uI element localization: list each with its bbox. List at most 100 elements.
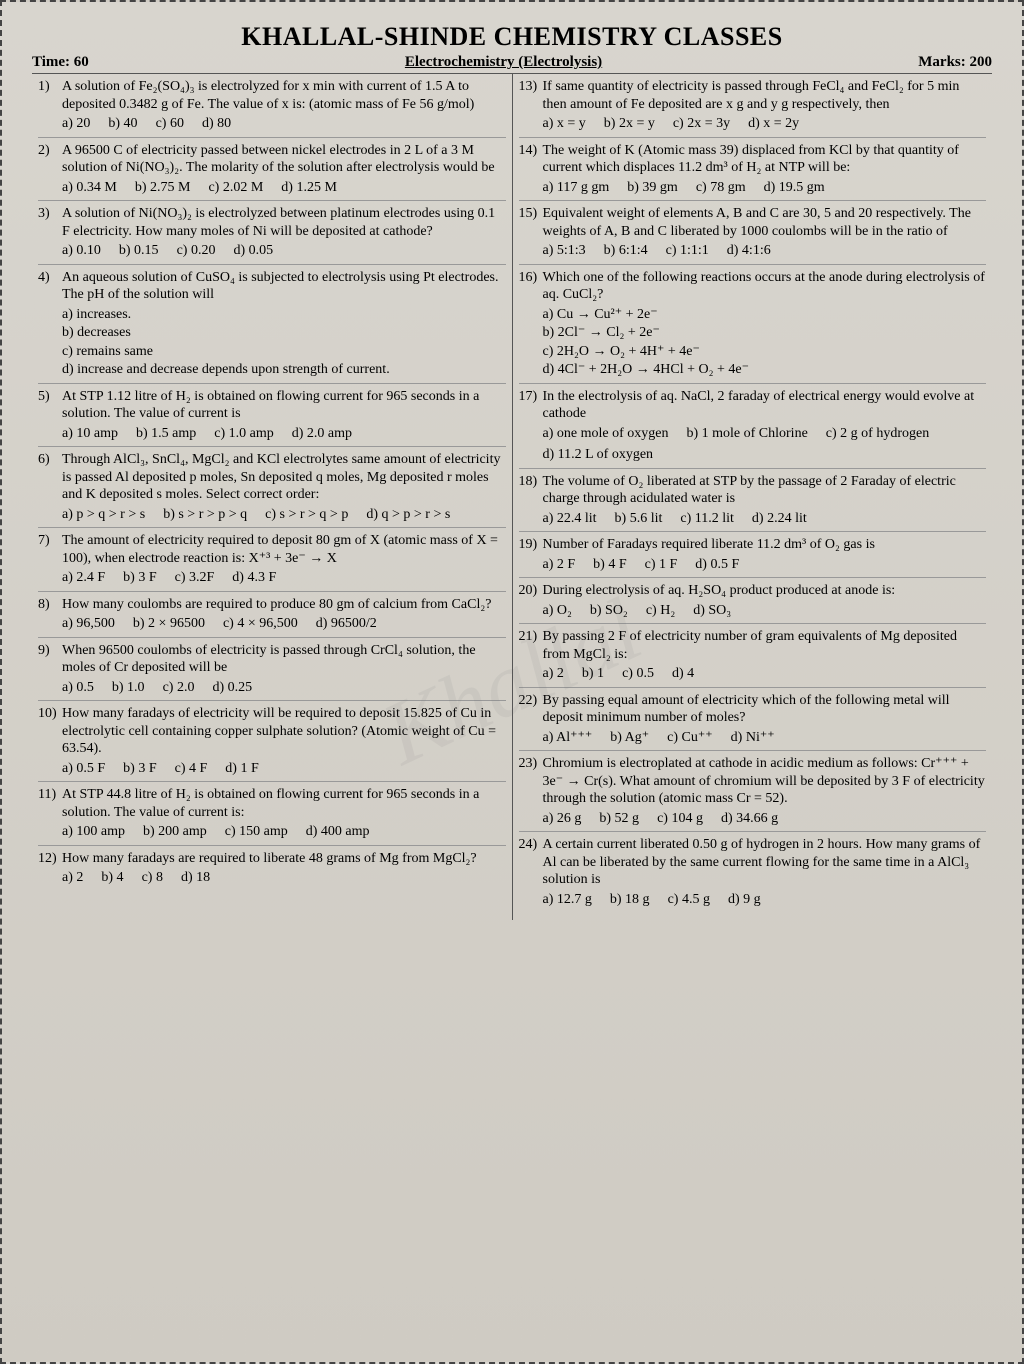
question-number: 5) bbox=[38, 388, 62, 443]
question-number: 6) bbox=[38, 451, 62, 523]
page-title: KHALLAL-SHINDE CHEMISTRY CLASSES bbox=[32, 22, 992, 52]
question: 8)How many coulombs are required to prod… bbox=[38, 596, 506, 638]
option: c) H₂ bbox=[646, 602, 675, 620]
options: a) 22.4 litb) 5.6 litc) 11.2 litd) 2.24 … bbox=[543, 510, 987, 528]
option: a) 10 amp bbox=[62, 425, 118, 443]
question-text: A 96500 C of electricity passed between … bbox=[62, 142, 506, 177]
option: b) 3 F bbox=[123, 569, 156, 587]
options: a) 12.7 gb) 18 gc) 4.5 gd) 9 g bbox=[543, 891, 987, 909]
question-body: At STP 1.12 litre of H₂ is obtained on f… bbox=[62, 388, 506, 443]
option: a) 26 g bbox=[543, 810, 582, 828]
option: a) 100 amp bbox=[62, 823, 125, 841]
question-text: By passing 2 F of electricity number of … bbox=[543, 628, 987, 663]
question: 13)If same quantity of electricity is pa… bbox=[519, 78, 987, 138]
option: d) 0.05 bbox=[233, 242, 273, 260]
options: a) p > q > r > sb) s > r > p > qc) s > r… bbox=[62, 506, 506, 524]
options: a) 0.10b) 0.15c) 0.20d) 0.05 bbox=[62, 242, 506, 260]
option: b) s > r > p > q bbox=[163, 506, 247, 524]
question-text: A certain current liberated 0.50 g of hy… bbox=[543, 836, 987, 889]
question-body: By passing 2 F of electricity number of … bbox=[543, 628, 987, 683]
question: 9)When 96500 coulombs of electricity is … bbox=[38, 642, 506, 702]
options: a) 26 gb) 52 gc) 104 gd) 34.66 g bbox=[543, 810, 987, 828]
option: c) 104 g bbox=[657, 810, 703, 828]
options: a) 0.5 Fb) 3 Fc) 4 Fd) 1 F bbox=[62, 760, 506, 778]
option: c) 2x = 3y bbox=[673, 115, 730, 133]
question-number: 3) bbox=[38, 205, 62, 260]
question: 6)Through AlCl₃, SnCl₄, MgCl₂ and KCl el… bbox=[38, 451, 506, 528]
question-body: How many coulombs are required to produc… bbox=[62, 596, 506, 633]
option: d) 18 bbox=[181, 869, 210, 887]
question-body: At STP 44.8 litre of H₂ is obtained on f… bbox=[62, 786, 506, 841]
question-body: How many faradays of electricity will be… bbox=[62, 705, 506, 777]
question-body: A solution of Fe₂(SO₄)₃ is electrolyzed … bbox=[62, 78, 506, 133]
option: a) increases. bbox=[62, 306, 506, 324]
question: 5)At STP 1.12 litre of H₂ is obtained on… bbox=[38, 388, 506, 448]
options: a) 96,500b) 2 × 96500c) 4 × 96,500d) 965… bbox=[62, 615, 506, 633]
question-text: In the electrolysis of aq. NaCl, 2 farad… bbox=[543, 388, 987, 423]
option: c) 150 amp bbox=[225, 823, 288, 841]
question-body: Chromium is electroplated at cathode in … bbox=[543, 755, 987, 827]
question-body: Equivalent weight of elements A, B and C… bbox=[543, 205, 987, 260]
question-text: The weight of K (Atomic mass 39) displac… bbox=[543, 142, 987, 177]
option: b) 1.0 bbox=[112, 679, 145, 697]
option: b) Ag⁺ bbox=[610, 729, 649, 747]
option: b) 6:1:4 bbox=[604, 242, 648, 260]
question-body: The weight of K (Atomic mass 39) displac… bbox=[543, 142, 987, 197]
option: d) 4.3 F bbox=[232, 569, 276, 587]
options: a) Cu → Cu²⁺ + 2e⁻b) 2Cl⁻ → Cl₂ + 2e⁻c) … bbox=[543, 306, 987, 379]
question-number: 15) bbox=[519, 205, 543, 260]
options: a) 117 g gmb) 39 gmc) 78 gmd) 19.5 gm bbox=[543, 179, 987, 197]
option: a) 2 bbox=[62, 869, 83, 887]
option: c) 1 F bbox=[645, 556, 678, 574]
question: 15)Equivalent weight of elements A, B an… bbox=[519, 205, 987, 265]
question: 11)At STP 44.8 litre of H₂ is obtained o… bbox=[38, 786, 506, 846]
option: c) 2.0 bbox=[163, 679, 195, 697]
option: c) 1.0 amp bbox=[214, 425, 273, 443]
option: a) O₂ bbox=[543, 602, 572, 620]
question: 1)A solution of Fe₂(SO₄)₃ is electrolyze… bbox=[38, 78, 506, 138]
question-number: 8) bbox=[38, 596, 62, 633]
option: c) 4 × 96,500 bbox=[223, 615, 298, 633]
question-text: If same quantity of electricity is passe… bbox=[543, 78, 987, 113]
question-text: How many faradays are required to libera… bbox=[62, 850, 506, 868]
option: d) 19.5 gm bbox=[764, 179, 825, 197]
option: d) SO₃ bbox=[693, 602, 731, 620]
option: a) 117 g gm bbox=[543, 179, 610, 197]
option: d) 1.25 M bbox=[281, 179, 337, 197]
option: a) 0.5 bbox=[62, 679, 94, 697]
option: c) 4 F bbox=[175, 760, 208, 778]
question-number: 9) bbox=[38, 642, 62, 697]
option: b) 40 bbox=[108, 115, 137, 133]
question: 12)How many faradays are required to lib… bbox=[38, 850, 506, 891]
option: b) 39 gm bbox=[627, 179, 678, 197]
question-body: A 96500 C of electricity passed between … bbox=[62, 142, 506, 197]
question-number: 11) bbox=[38, 786, 62, 841]
option: c) 1:1:1 bbox=[666, 242, 709, 260]
question-body: Through AlCl₃, SnCl₄, MgCl₂ and KCl elec… bbox=[62, 451, 506, 523]
question-text: A solution of Fe₂(SO₄)₃ is electrolyzed … bbox=[62, 78, 506, 113]
option: a) 12.7 g bbox=[543, 891, 592, 909]
option: c) 2 g of hydrogen bbox=[826, 425, 929, 443]
question-number: 22) bbox=[519, 692, 543, 747]
question-body: When 96500 coulombs of electricity is pa… bbox=[62, 642, 506, 697]
question-number: 17) bbox=[519, 388, 543, 464]
option: c) 3.2F bbox=[175, 569, 215, 587]
options: a) one mole of oxygenb) 1 mole of Chlori… bbox=[543, 425, 987, 464]
option: b) 2x = y bbox=[604, 115, 655, 133]
options: a) 0.34 Mb) 2.75 Mc) 2.02 Md) 1.25 M bbox=[62, 179, 506, 197]
option: b) 4 F bbox=[593, 556, 626, 574]
option: d) Ni⁺⁺ bbox=[731, 729, 775, 747]
option: a) p > q > r > s bbox=[62, 506, 145, 524]
option: a) 0.34 M bbox=[62, 179, 117, 197]
question-number: 18) bbox=[519, 473, 543, 528]
options: a) 2 Fb) 4 Fc) 1 Fd) 0.5 F bbox=[543, 556, 987, 574]
option: c) 60 bbox=[156, 115, 184, 133]
question-text: Which one of the following reactions occ… bbox=[543, 269, 987, 304]
option: a) Cu → Cu²⁺ + 2e⁻ bbox=[543, 306, 987, 324]
options: a) increases.b) decreasesc) remains same… bbox=[62, 306, 506, 379]
options: a) 20b) 40c) 60d) 80 bbox=[62, 115, 506, 133]
option: d) 34.66 g bbox=[721, 810, 778, 828]
option: c) 2H₂O → O₂ + 4H⁺ + 4e⁻ bbox=[543, 343, 987, 361]
options: a) 5:1:3b) 6:1:4c) 1:1:1d) 4:1:6 bbox=[543, 242, 987, 260]
option: d) 4 bbox=[672, 665, 694, 683]
